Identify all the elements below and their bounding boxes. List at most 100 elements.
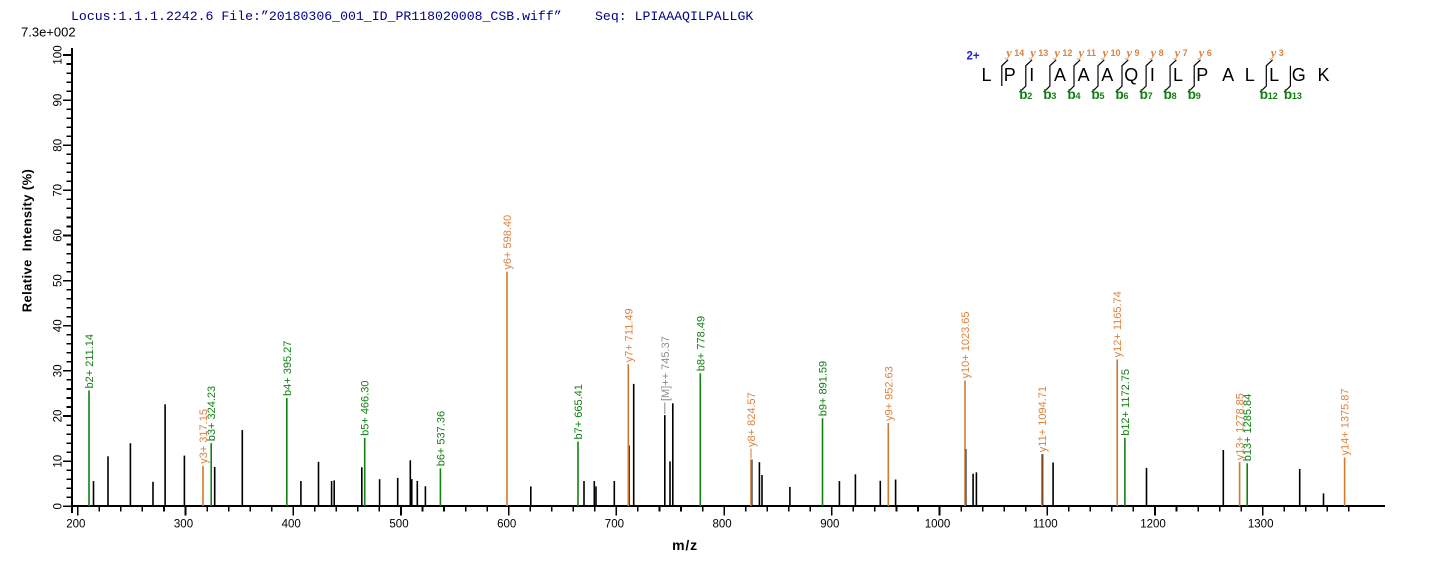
svg-text:11: 11	[1087, 48, 1097, 58]
svg-text:[M]++ 745.37: [M]++ 745.37	[660, 336, 672, 401]
svg-text:b9+ 891.59: b9+ 891.59	[818, 361, 830, 416]
svg-text:b12+ 1172.75: b12+ 1172.75	[1120, 369, 1132, 436]
svg-text:b8+ 778.49: b8+ 778.49	[695, 316, 707, 371]
svg-text:12: 12	[1268, 91, 1278, 101]
svg-text:y6+ 598.40: y6+ 598.40	[502, 215, 514, 270]
svg-text:I: I	[1150, 65, 1155, 85]
svg-text:2: 2	[1027, 91, 1032, 101]
svg-text:b6+ 537.36: b6+ 537.36	[435, 411, 447, 466]
svg-text:Seq: LPIAAAQILPALLGK: Seq: LPIAAAQILPALLGK	[595, 9, 753, 24]
svg-text:y3+ 317.15: y3+ 317.15	[198, 409, 210, 464]
svg-text:60: 60	[53, 229, 65, 242]
svg-text:y10+ 1023.65: y10+ 1023.65	[960, 312, 972, 379]
svg-text:700: 700	[605, 519, 624, 531]
svg-text:2+: 2+	[967, 51, 980, 63]
svg-text:P: P	[1196, 65, 1208, 85]
svg-text:1300: 1300	[1248, 519, 1274, 531]
svg-text:30: 30	[53, 365, 65, 378]
svg-text:y: y	[1173, 46, 1181, 60]
svg-text:0: 0	[53, 503, 65, 509]
svg-text:b: b	[1284, 87, 1292, 102]
svg-text:y7+ 711.49: y7+ 711.49	[623, 308, 635, 362]
svg-text:Locus:1.1.1.2242.6 File:”20180: Locus:1.1.1.2242.6 File:”20180306_001_ID…	[71, 9, 562, 24]
svg-text:y: y	[1004, 46, 1012, 60]
svg-text:b: b	[1068, 87, 1076, 102]
svg-text:9: 9	[1135, 48, 1140, 58]
svg-text:12: 12	[1062, 48, 1072, 58]
svg-text:20: 20	[53, 410, 65, 423]
svg-text:b2+ 211.14: b2+ 211.14	[84, 334, 96, 389]
svg-text:900: 900	[820, 519, 839, 531]
svg-text:100: 100	[53, 45, 65, 64]
svg-text:y: y	[1101, 46, 1109, 60]
svg-text:70: 70	[53, 184, 65, 197]
svg-text:7: 7	[1148, 91, 1153, 101]
svg-text:P: P	[1004, 65, 1016, 85]
svg-text:1100: 1100	[1033, 519, 1058, 531]
svg-text:6: 6	[1207, 48, 1212, 58]
svg-text:b: b	[1019, 87, 1027, 102]
svg-text:y: y	[1052, 46, 1060, 60]
svg-text:13: 13	[1292, 91, 1302, 101]
svg-text:50: 50	[53, 274, 65, 287]
svg-text:b: b	[1116, 87, 1124, 102]
svg-text:400: 400	[282, 519, 301, 531]
svg-text:600: 600	[497, 519, 516, 531]
svg-text:3: 3	[1279, 48, 1284, 58]
svg-text:8: 8	[1159, 48, 1164, 58]
svg-text:A: A	[1101, 65, 1113, 85]
svg-text:800: 800	[713, 519, 732, 531]
svg-text:L: L	[1173, 65, 1183, 85]
svg-text:b: b	[1092, 87, 1100, 102]
svg-text:y13+ 1278.85: y13+ 1278.85	[1235, 393, 1247, 460]
svg-text:b13+ 1285.84: b13+ 1285.84	[1242, 394, 1254, 462]
svg-text:y: y	[1077, 46, 1085, 60]
svg-text:b3+ 324.23: b3+ 324.23	[206, 386, 218, 441]
svg-text:Q: Q	[1124, 65, 1138, 85]
svg-text:b: b	[1043, 87, 1051, 102]
svg-text:8: 8	[1172, 91, 1177, 101]
svg-text:9: 9	[1196, 91, 1201, 101]
svg-text:m/z: m/z	[672, 537, 698, 553]
svg-text:y: y	[1149, 46, 1157, 60]
svg-text:b: b	[1164, 87, 1172, 102]
svg-text:b: b	[1260, 87, 1268, 102]
svg-text:y12+ 1165.74: y12+ 1165.74	[1112, 291, 1124, 357]
svg-text:80: 80	[53, 139, 65, 152]
svg-text:y: y	[1197, 46, 1205, 60]
svg-text:6: 6	[1124, 91, 1129, 101]
svg-text:7: 7	[1183, 48, 1188, 58]
svg-text:y: y	[1269, 46, 1277, 60]
svg-text:300: 300	[174, 519, 193, 531]
svg-text:b7+ 665.41: b7+ 665.41	[573, 384, 585, 439]
svg-text:A: A	[1222, 65, 1234, 85]
svg-text:A: A	[1078, 65, 1090, 85]
svg-text:y11+ 1094.71: y11+ 1094.71	[1037, 386, 1049, 452]
svg-text:90: 90	[53, 94, 65, 107]
svg-text:K: K	[1317, 65, 1329, 85]
svg-text:G: G	[1292, 65, 1306, 85]
svg-text:40: 40	[53, 319, 65, 332]
svg-text:y: y	[1028, 46, 1036, 60]
svg-text:L: L	[981, 65, 991, 85]
svg-text:14: 14	[1014, 48, 1024, 58]
svg-text:10: 10	[1111, 48, 1121, 58]
svg-text:10: 10	[53, 455, 65, 468]
svg-text:b: b	[1140, 87, 1148, 102]
svg-text:200: 200	[66, 519, 85, 531]
svg-text:b5+ 466.30: b5+ 466.30	[360, 381, 372, 436]
svg-text:y14+ 1375.87: y14+ 1375.87	[1340, 389, 1352, 456]
svg-text:4: 4	[1076, 91, 1081, 101]
svg-text:y: y	[1125, 46, 1133, 60]
svg-text:A: A	[1054, 65, 1066, 85]
svg-text:b: b	[1188, 87, 1196, 102]
svg-text:L: L	[1269, 65, 1279, 85]
svg-text:y9+ 952.63: y9+ 952.63	[883, 366, 895, 421]
svg-text:500: 500	[389, 519, 408, 531]
svg-text:13: 13	[1038, 48, 1048, 58]
svg-text:1000: 1000	[925, 519, 951, 531]
svg-text:b4+ 395.27: b4+ 395.27	[282, 341, 294, 396]
svg-text:Relative Intensity (%): Relative Intensity (%)	[20, 169, 35, 313]
svg-text:1200: 1200	[1140, 519, 1166, 531]
svg-text:L: L	[1245, 65, 1255, 85]
